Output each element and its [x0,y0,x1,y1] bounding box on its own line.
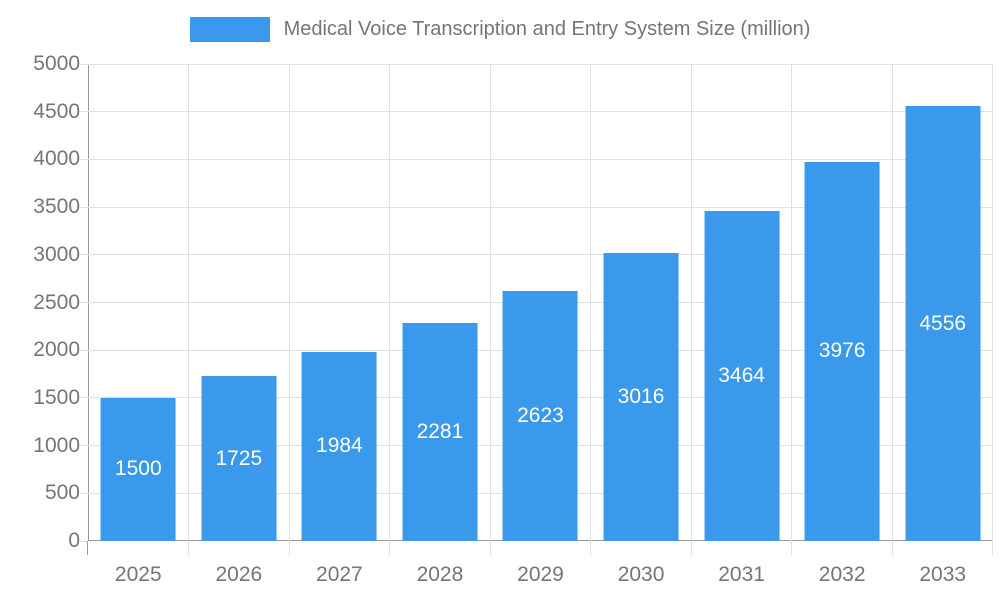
bar-2027[interactable]: 1984 [301,351,377,541]
x-axis-label: 2025 [114,563,162,586]
x-axis-tick [87,541,88,555]
bar-2026[interactable]: 1725 [201,376,277,541]
bar-value-label: 2281 [416,420,464,444]
y-axis-tick [80,63,88,65]
gridline-horizontal [88,206,993,208]
x-axis-label: 2028 [416,563,464,586]
y-axis-label: 2500 [33,290,80,314]
y-axis-label: 0 [68,529,80,552]
category-slot: 1725 [189,64,290,541]
x-axis-label: 2031 [718,563,765,586]
category-slot: 2281 [390,64,491,541]
y-axis-label: 3000 [33,242,80,266]
x-axis-tick [891,541,893,555]
gridline-vertical [992,64,993,541]
x-axis-tick [690,541,692,555]
y-axis-tick [80,492,88,494]
x-axis-tick [489,541,491,555]
y-axis-tick [80,302,88,303]
bar-value-label: 1725 [215,446,263,470]
bar-value-label: 3016 [617,385,665,409]
category-slot: 1984 [289,64,390,541]
gridline-vertical [590,64,592,541]
x-axis-tick [389,541,391,555]
x-axis-label: 2029 [517,563,564,586]
y-axis-label: 4000 [33,147,80,171]
bar-2032[interactable]: 3976 [804,161,880,541]
gridline-vertical [389,64,391,541]
y-axis-tick [80,445,88,447]
y-axis-tick [80,158,88,160]
x-axis-label: 2032 [818,563,866,586]
legend-swatch-icon [189,17,270,42]
bar-2030[interactable]: 3016 [603,253,679,541]
bar-value-label: 1984 [316,434,363,458]
category-slot: 3464 [691,64,792,541]
bar-value-label: 2623 [517,403,564,427]
bar-2025[interactable]: 1500 [100,397,176,541]
gridline-vertical [690,64,692,541]
bar-2031[interactable]: 3464 [704,210,780,541]
plot-area: 0 500 1000 1500 2000 2500 3000 3500 4000 4500 5000… [33,53,993,586]
gridline-vertical [791,64,793,541]
legend-label: Medical Voice Transcription and Entry Sy… [283,18,811,40]
gridline-vertical [891,64,893,541]
bar-value-label: 4556 [919,311,967,335]
bar-value-label: 3976 [818,339,866,363]
gridline-vertical [288,64,290,541]
x-axis-label: 2033 [919,563,967,586]
gridline-vertical [489,64,491,541]
bar-2033[interactable]: 4556 [905,106,981,541]
x-axis-label: 2030 [617,563,665,586]
y-axis-tick [80,206,88,208]
category-slot: 2623 [490,64,591,541]
bar-2028[interactable]: 2281 [402,323,478,541]
x-axis-tick [188,541,190,555]
bar-2029[interactable]: 2623 [503,290,578,541]
y-axis-label: 3500 [33,195,80,219]
category-slot: 3976 [792,64,893,541]
bar-value-label: 3464 [718,363,765,387]
x-axis-label: 2027 [316,563,363,586]
y-axis-tick [80,397,88,399]
y-axis-label: 2000 [33,338,80,362]
category-slot: 3016 [591,64,692,541]
y-axis-label: 5000 [33,52,80,75]
y-axis-tick [80,540,88,542]
y-axis-tick [80,254,88,256]
y-axis-label: 500 [44,481,80,505]
x-axis-label: 2026 [215,563,263,586]
x-axis-tick [992,541,993,555]
x-axis-tick [288,541,290,555]
x-axis-tick [590,541,592,555]
y-axis-tick [80,349,88,351]
category-slot: 4556 [892,64,993,541]
x-axis-tick [791,541,793,555]
bar-value-label: 1500 [114,457,162,481]
gridline-horizontal [88,158,993,160]
y-axis-label: 1500 [33,385,80,409]
y-axis-label: 4500 [33,99,80,123]
category-slot: 1500 [88,64,189,541]
gridline-horizontal [88,63,993,65]
y-axis-label: 1000 [33,433,80,457]
gridline-horizontal [88,254,993,256]
gridline-vertical [188,64,190,541]
legend[interactable]: Medical Voice Transcription and Entry Sy… [0,17,1000,42]
y-axis-tick [80,111,88,113]
gridline-horizontal [88,111,993,113]
